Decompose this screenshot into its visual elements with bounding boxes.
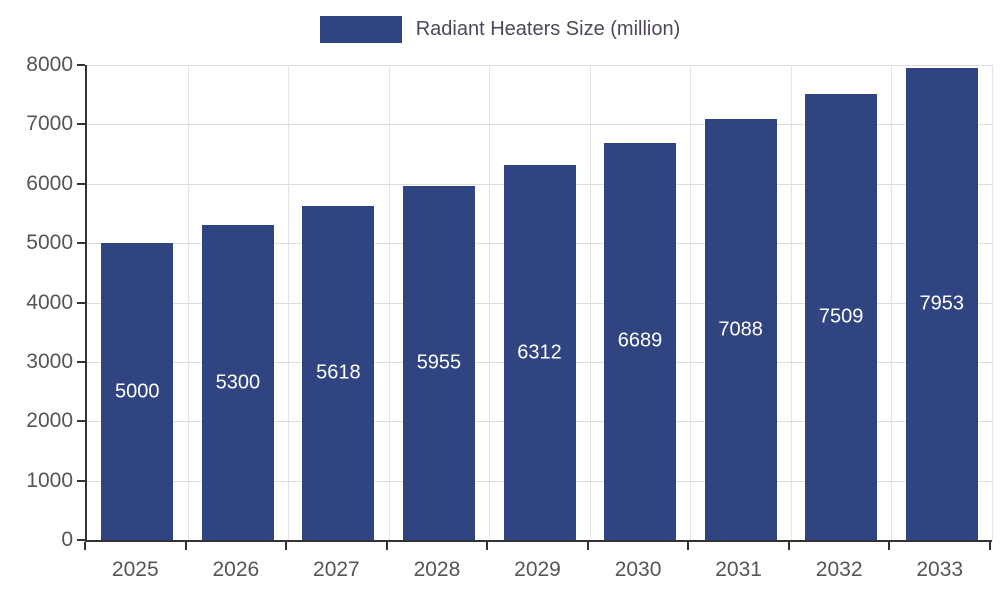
gridline-vertical: [992, 65, 993, 540]
y-axis-tick-mark: [77, 64, 85, 66]
plot-area: 5000 5300 5618 5955 6312 6689 7088 7509 7953: [85, 65, 993, 542]
x-axis-tick-mark: [586, 542, 589, 550]
x-axis-tick-mark: [888, 542, 891, 550]
x-axis-tick-mark: [787, 542, 790, 550]
bar-value-label: 7953: [919, 292, 964, 315]
x-axis-tick-mark: [184, 542, 187, 550]
y-axis-tick-mark: [77, 123, 85, 126]
y-axis-tick-mark: [77, 182, 85, 185]
x-axis-tick-label: 2029: [514, 558, 561, 581]
x-axis-tick-label: 2026: [212, 558, 260, 581]
bar-value-label: 7088: [718, 318, 763, 341]
y-axis-tick-mark: [77, 420, 85, 423]
x-axis-tick-mark: [687, 542, 690, 550]
x-axis-tick-mark: [989, 542, 991, 550]
x-axis-tick-mark: [285, 542, 288, 550]
gridline-vertical: [690, 65, 692, 540]
gridline-horizontal: [87, 124, 992, 126]
gridline-vertical: [589, 65, 591, 540]
bar-value-label: 5000: [115, 380, 160, 403]
bar-value-label: 5955: [416, 351, 462, 374]
gridline-vertical: [388, 65, 390, 540]
x-axis-tick-label: 2033: [916, 558, 964, 581]
y-axis-tick-label: 3000: [26, 349, 73, 373]
gridline-vertical: [288, 65, 290, 540]
gridline-vertical: [891, 65, 893, 540]
x-axis-tick-mark: [84, 542, 86, 550]
bar-2029: [503, 165, 576, 540]
bar-2028: [402, 186, 475, 540]
y-axis-tick-mark: [77, 360, 85, 363]
y-axis-tick-label: 7000: [26, 112, 73, 136]
bar-2027: [302, 206, 375, 540]
x-axis-tick-label: 2030: [614, 558, 662, 581]
gridline-horizontal: [87, 65, 992, 66]
bar-value-label: 7509: [818, 305, 864, 328]
bar-value-label: 6689: [617, 329, 663, 352]
bar-2033: [905, 67, 978, 540]
y-axis-tick-label: 6000: [26, 171, 73, 195]
legend-swatch: [319, 16, 402, 43]
y-axis-tick-label: 4000: [26, 290, 73, 314]
y-axis-tick-label: 2000: [26, 409, 73, 433]
y-axis-tick-label: 5000: [26, 231, 73, 255]
x-axis-tick-mark: [385, 542, 388, 550]
y-axis-tick-mark: [77, 301, 85, 304]
bar-2025: [101, 243, 174, 540]
x-axis-tick-label: 2025: [111, 558, 159, 581]
x-axis-tick-mark: [486, 542, 489, 550]
bar-value-label: 6312: [517, 341, 562, 364]
bar-value-label: 5300: [215, 371, 261, 394]
y-axis-tick-mark: [77, 539, 85, 541]
bar-2030: [604, 142, 677, 540]
bar-2032: [805, 94, 878, 540]
gridline-vertical: [187, 65, 189, 540]
gridline-vertical: [489, 65, 491, 540]
y-axis-tick-label: 0: [61, 528, 73, 551]
x-axis-tick-label: 2027: [313, 558, 360, 581]
gridline-vertical: [790, 65, 792, 540]
y-axis-tick-mark: [77, 242, 85, 245]
bar-value-label: 5618: [316, 361, 361, 384]
bar-2026: [201, 225, 274, 540]
y-axis-tick-label: 8000: [26, 53, 73, 76]
x-axis-tick-label: 2031: [715, 558, 762, 581]
x-axis-tick-label: 2032: [815, 558, 863, 581]
legend-label: Radiant Heaters Size (million): [415, 18, 681, 40]
bar-2031: [704, 119, 777, 540]
x-axis-tick-label: 2028: [413, 558, 461, 581]
chart-legend: Radiant Heaters Size (million): [0, 16, 1000, 43]
y-axis-tick-mark: [77, 479, 85, 482]
y-axis-tick-label: 1000: [26, 468, 73, 492]
